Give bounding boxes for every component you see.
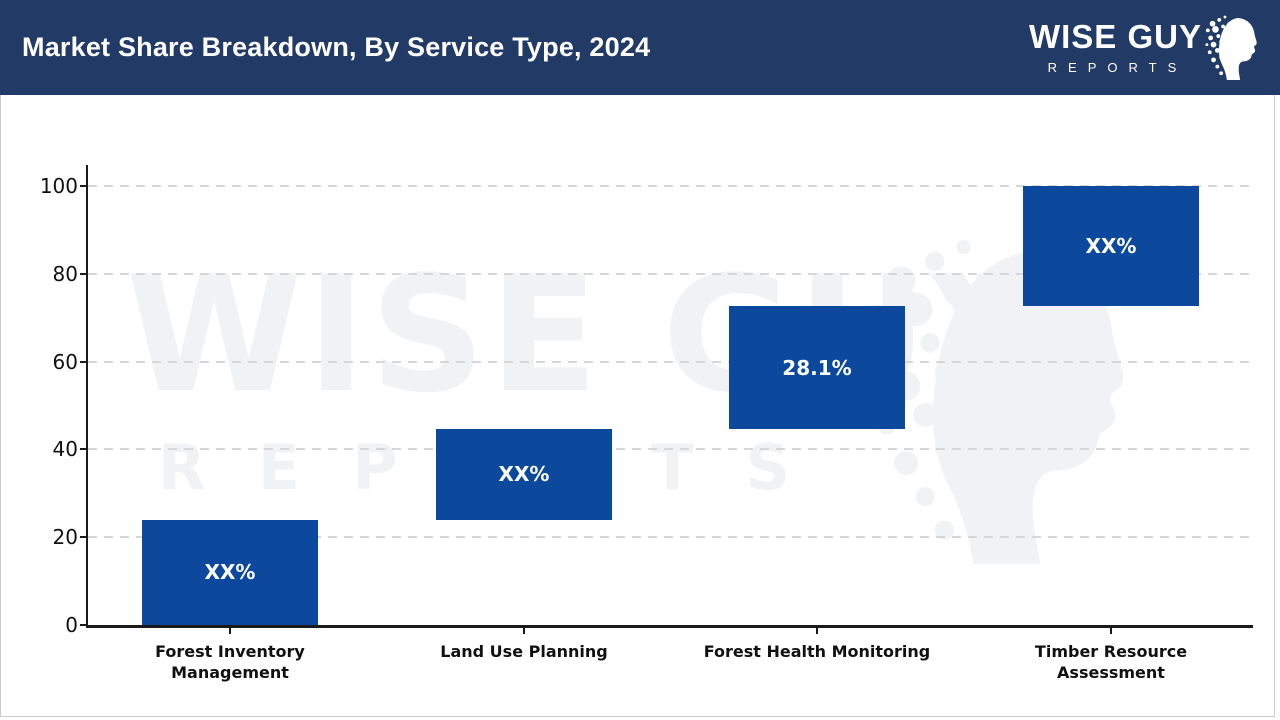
x-tick-mark: [1110, 627, 1112, 634]
frame-border-left: [0, 95, 1, 717]
x-tick-mark: [229, 627, 231, 634]
y-tick-label: 40: [52, 437, 78, 462]
x-category-label: Forest Inventory Management: [155, 642, 305, 682]
y-tick-label: 0: [65, 613, 78, 637]
logo-text: WISE GUY REPORTS: [1029, 20, 1202, 75]
x-axis-spine: [86, 625, 1253, 628]
gridline-100: [88, 185, 1253, 187]
bar-segment: XX%: [436, 429, 612, 520]
gridline-20: [88, 536, 1253, 539]
frame-border-bottom: [0, 716, 1275, 717]
wise-guy-head-icon: [1204, 10, 1266, 86]
gridline-60: [88, 360, 1253, 363]
y-tick-label: 80: [52, 261, 78, 286]
bar-value-label: 28.1%: [782, 355, 852, 380]
y-tick-label: 20: [52, 525, 78, 550]
y-tick-mark: [80, 536, 87, 539]
logo-subtext: REPORTS: [1047, 60, 1188, 75]
bar-segment: XX%: [1023, 186, 1199, 306]
logo-wordmark: WISE GUY: [1028, 18, 1202, 55]
y-tick-mark: [80, 360, 87, 363]
x-tick-mark: [523, 627, 525, 634]
bar-value-label: XX%: [204, 560, 256, 585]
y-tick-label: 60: [52, 349, 78, 374]
header: Market Share Breakdown, By Service Type,…: [0, 0, 1280, 95]
x-category-label: Forest Health Monitoring: [703, 642, 931, 661]
x-category-label: Timber Resource Assessment: [1034, 642, 1188, 682]
y-axis-spine: [86, 165, 88, 627]
y-tick-mark: [80, 448, 87, 451]
y-tick-label: 100: [39, 174, 78, 198]
x-category-label: Land Use Planning: [440, 642, 608, 661]
gridline-40: [88, 448, 1253, 451]
y-tick-mark: [80, 624, 87, 626]
bar-value-label: XX%: [498, 462, 550, 487]
gridline-80: [88, 272, 1253, 275]
wise-guy-logo: WISE GUY REPORTS: [1029, 10, 1266, 86]
y-tick-mark: [80, 272, 87, 275]
bar-segment: XX%: [142, 519, 318, 625]
bar-value-label: XX%: [1085, 233, 1137, 258]
page-title: Market Share Breakdown, By Service Type,…: [22, 32, 651, 62]
watermark-wordmark: WISE GUY: [126, 241, 1052, 428]
x-tick-mark: [816, 627, 818, 634]
bar-segment: 28.1%: [729, 305, 905, 430]
y-tick-mark: [80, 185, 87, 187]
frame-border-right: [1274, 95, 1275, 717]
